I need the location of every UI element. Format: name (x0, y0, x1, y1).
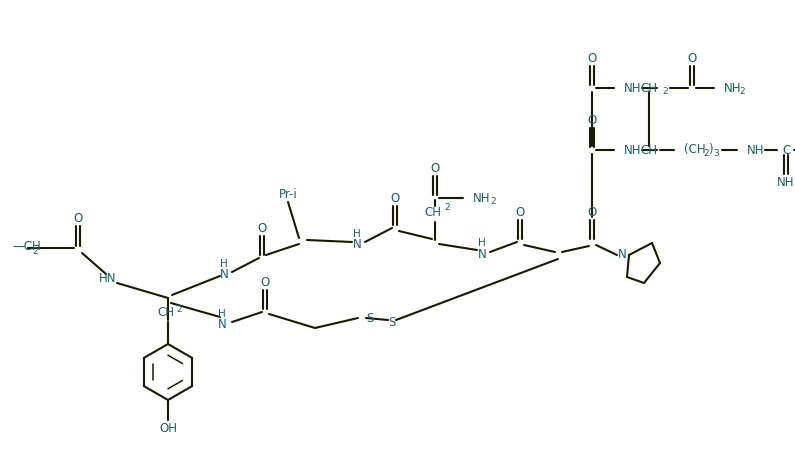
Text: H: H (478, 238, 486, 248)
Text: O: O (261, 276, 270, 289)
Text: H: H (218, 309, 226, 319)
Text: O: O (515, 206, 525, 219)
Text: H: H (220, 259, 228, 269)
Text: N: N (478, 247, 487, 260)
Text: NH: NH (624, 82, 642, 94)
Text: OH: OH (159, 422, 177, 435)
Text: N: N (353, 238, 362, 251)
Text: NH: NH (624, 144, 642, 157)
Text: O: O (73, 211, 83, 224)
Text: O: O (430, 162, 440, 175)
Text: HN: HN (99, 272, 117, 285)
Text: 2: 2 (662, 88, 668, 97)
Text: NH: NH (778, 176, 795, 189)
Text: S: S (388, 316, 396, 329)
Text: N: N (618, 248, 626, 261)
Text: 2: 2 (739, 88, 745, 97)
Text: O: O (258, 221, 266, 234)
Text: —CH: —CH (12, 241, 41, 254)
Text: NH: NH (724, 82, 742, 94)
Text: O: O (588, 206, 596, 219)
Text: 2: 2 (444, 203, 450, 212)
Text: N: N (218, 317, 227, 330)
Text: ): ) (708, 144, 712, 157)
Text: 2: 2 (176, 304, 182, 313)
Text: O: O (688, 52, 696, 65)
Text: Pr-i: Pr-i (278, 189, 297, 202)
Text: 2: 2 (32, 247, 38, 256)
Text: (CH: (CH (684, 144, 706, 157)
Text: O: O (588, 114, 596, 127)
Text: O: O (390, 192, 400, 204)
Text: 2: 2 (704, 150, 709, 158)
Text: CH: CH (641, 82, 657, 94)
Text: O: O (588, 52, 596, 65)
Text: 2: 2 (491, 198, 496, 207)
Text: CH: CH (641, 144, 657, 157)
Text: C: C (782, 144, 790, 157)
Text: CH: CH (157, 307, 174, 320)
Text: 3: 3 (713, 150, 719, 158)
Text: H: H (353, 229, 361, 239)
Text: CH: CH (425, 206, 441, 219)
Text: S: S (366, 312, 374, 325)
Text: NH: NH (473, 192, 491, 204)
Text: N: N (219, 268, 228, 281)
Text: NH: NH (747, 144, 765, 157)
